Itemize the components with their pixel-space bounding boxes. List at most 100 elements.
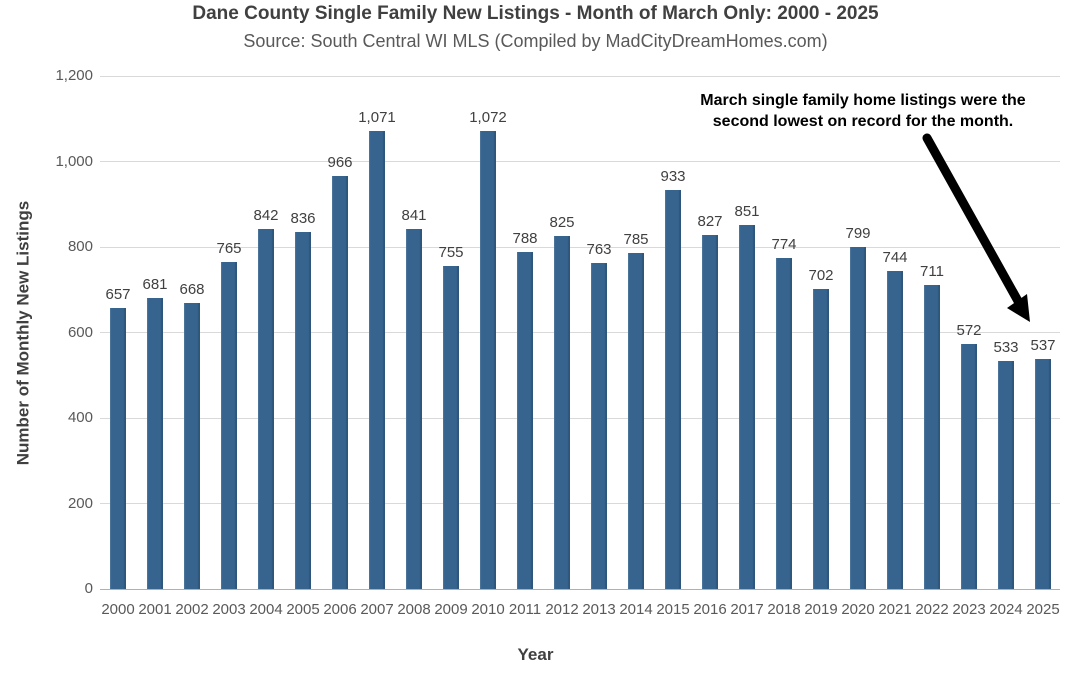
bar-value-label-2008: 841 [401, 207, 427, 224]
bar-2018 [776, 258, 792, 589]
x-axis-tick-label-2000: 2000 [101, 601, 135, 618]
bar-value-label-2012: 825 [549, 214, 575, 231]
bar-value-label-2007: 1,071 [358, 109, 396, 126]
x-axis-tick-label-2007: 2007 [360, 601, 394, 618]
bar-value-label-2018: 774 [771, 236, 797, 253]
x-axis-tick-label-2020: 2020 [841, 601, 875, 618]
bar-2017 [739, 225, 755, 589]
bar-2011 [517, 252, 533, 589]
annotation-line-1: March single family home listings were t… [700, 92, 1026, 109]
bar-2014 [628, 253, 644, 589]
gridline-600 [100, 332, 1060, 333]
y-axis-tick-label: 1,200 [55, 67, 93, 84]
x-axis-tick-label-2005: 2005 [286, 601, 320, 618]
bar-value-label-2015: 933 [660, 168, 686, 185]
bar-2024 [998, 361, 1014, 589]
bar-2016 [702, 235, 718, 589]
bar-2002 [184, 303, 200, 589]
bar-value-label-2009: 755 [438, 244, 464, 261]
bar-2007 [369, 131, 385, 589]
bar-value-label-2021: 744 [882, 249, 908, 266]
x-axis-tick-label-2001: 2001 [138, 601, 172, 618]
x-axis-tick-label-2009: 2009 [434, 601, 468, 618]
annotation-text: March single family home listings were t… [668, 90, 1058, 132]
bar-2010 [480, 131, 496, 589]
x-axis-tick-label-2013: 2013 [582, 601, 616, 618]
x-axis-tick-label-2003: 2003 [212, 601, 246, 618]
bar-value-label-2025: 537 [1030, 337, 1056, 354]
x-axis-tick-label-2015: 2015 [656, 601, 690, 618]
x-axis-tick-label-2021: 2021 [878, 601, 912, 618]
bar-value-label-2013: 763 [586, 241, 612, 258]
gridline-1,200 [100, 75, 1060, 77]
bar-value-label-2016: 827 [697, 213, 723, 230]
bar-value-label-2004: 842 [253, 207, 279, 224]
bar-2021 [887, 271, 903, 589]
x-axis-tick-label-2022: 2022 [915, 601, 949, 618]
bar-value-label-2001: 681 [142, 276, 168, 293]
y-axis-tick-label: 200 [67, 494, 93, 512]
x-axis-tick-label-2018: 2018 [767, 601, 801, 618]
x-axis-tick-label-2023: 2023 [952, 601, 986, 618]
bar-2013 [591, 263, 607, 589]
chart-title: Dane County Single Family New Listings -… [192, 3, 879, 24]
bar-2015 [665, 190, 681, 589]
x-axis-line [100, 588, 1060, 590]
bar-value-label-2010: 1,072 [469, 109, 507, 126]
bar-2020 [850, 247, 866, 589]
x-axis-tick-label-2010: 2010 [471, 601, 505, 618]
y-axis-tick-label: 600 [67, 323, 93, 341]
gridline-1,000 [100, 161, 1060, 162]
x-axis-tick-label-2025: 2025 [1026, 601, 1060, 618]
x-axis-tick-label-2019: 2019 [804, 601, 838, 618]
bar-2006 [332, 176, 348, 589]
bar-value-label-2002: 668 [179, 281, 205, 298]
bar-2003 [221, 262, 237, 589]
bar-value-label-2006: 966 [327, 154, 353, 171]
y-axis-tick-label: 800 [67, 238, 93, 255]
bar-value-label-2023: 572 [956, 322, 982, 339]
bar-value-label-2014: 785 [623, 231, 649, 248]
bar-2019 [813, 289, 829, 589]
x-axis-tick-label-2014: 2014 [619, 601, 653, 618]
bar-value-label-2011: 788 [512, 230, 538, 247]
x-axis-tick-label-2017: 2017 [730, 601, 764, 618]
gridline-800 [100, 246, 1060, 248]
bar-value-label-2000: 657 [105, 286, 131, 303]
annotation-line-2: second lowest on record for the month. [712, 113, 1014, 130]
bar-2025 [1035, 359, 1051, 589]
bar-2012 [554, 236, 570, 589]
y-axis-tick-label: 400 [67, 409, 93, 426]
annotation-arrow-icon [922, 133, 1030, 322]
x-axis-tick-label-2004: 2004 [249, 601, 283, 618]
bar-2023 [961, 344, 977, 589]
bar-2022 [924, 285, 940, 589]
chart-subtitle: Source: South Central WI MLS (Compiled b… [243, 31, 828, 51]
x-axis-title: Year [517, 645, 554, 664]
bar-value-label-2017: 851 [734, 203, 760, 220]
x-axis-tick-label-2002: 2002 [175, 601, 209, 618]
bar-value-label-2020: 799 [845, 225, 871, 242]
y-axis-tick-label: 0 [84, 580, 93, 597]
bar-2001 [147, 298, 163, 589]
bar-value-label-2024: 533 [993, 339, 1019, 356]
y-axis-tick-label: 1,000 [55, 152, 93, 170]
bar-value-label-2022: 711 [920, 263, 944, 280]
gridline-400 [100, 417, 1060, 419]
bar-2009 [443, 266, 459, 589]
x-axis-tick-label-2008: 2008 [397, 601, 431, 618]
x-axis-tick-label-2012: 2012 [545, 601, 579, 618]
x-axis-tick-label-2024: 2024 [989, 601, 1023, 618]
gridline-200 [100, 503, 1060, 504]
bar-value-label-2019: 702 [808, 267, 834, 284]
bar-value-label-2003: 765 [216, 240, 242, 257]
bar-2000 [110, 308, 126, 589]
bar-2008 [406, 229, 422, 589]
bar-2004 [258, 229, 274, 589]
bar-2005 [295, 232, 311, 589]
x-axis-tick-label-2011: 2011 [508, 601, 542, 618]
x-axis-tick-label-2016: 2016 [693, 601, 727, 618]
x-axis-tick-label-2006: 2006 [323, 601, 357, 618]
